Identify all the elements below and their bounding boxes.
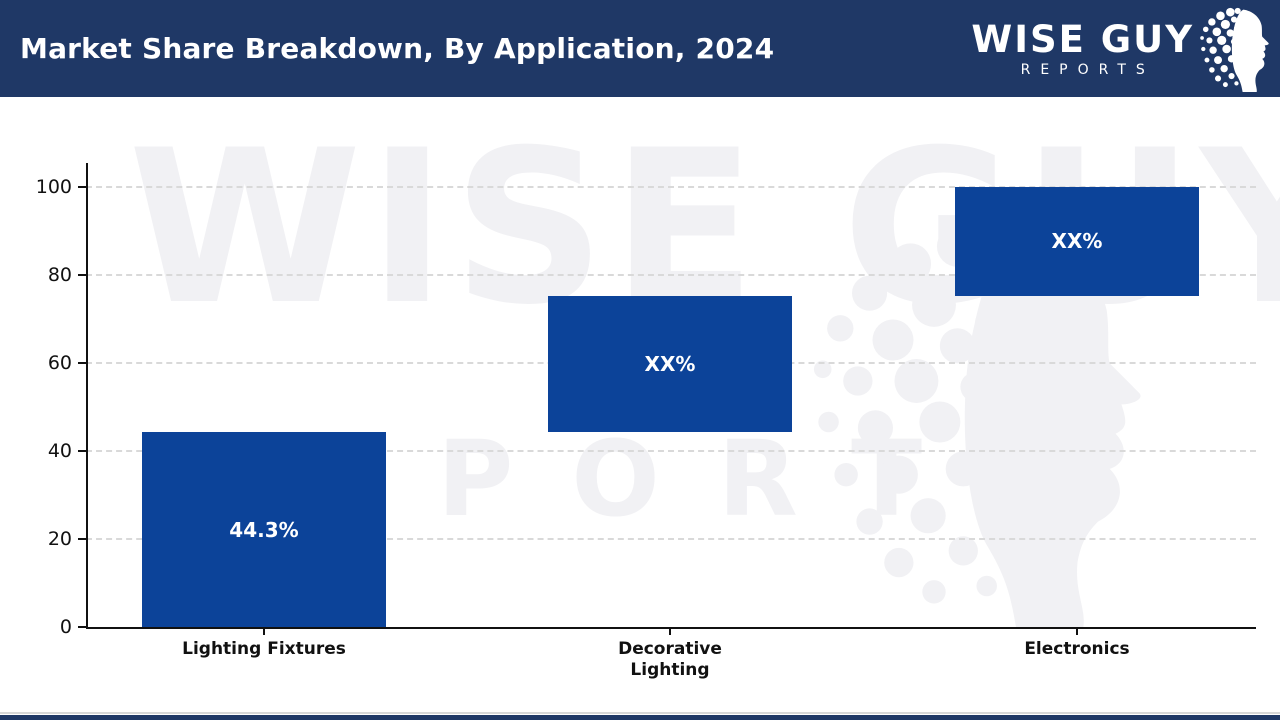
y-axis-tick-label: 60 [47,352,72,374]
bar-decorative-lighting [548,295,792,433]
logo-subtitle: REPORTS [1020,61,1155,78]
page-title: Market Share Breakdown, By Application, … [20,32,775,65]
x-axis-tick [263,629,265,635]
logo-text: WISE GUY REPORTS [971,21,1194,77]
gridline [86,186,1256,188]
gridline [86,450,1256,452]
y-axis-line [86,163,88,629]
y-axis-tick [78,274,86,276]
footer-bar [0,715,1280,720]
x-axis-category-label: Lighting Fixtures [182,639,346,659]
gridline [86,538,1256,540]
header: Market Share Breakdown, By Application, … [0,0,1280,97]
y-axis-tick-label: 40 [47,440,72,462]
y-axis-tick [78,362,86,364]
bar-electronics [955,187,1199,296]
bar-lighting-fixtures [142,432,386,627]
bar-value-label: XX% [644,351,696,376]
x-axis-line [86,627,1256,629]
bar-value-label: XX% [1051,229,1103,254]
footer-hairline [0,712,1280,714]
x-axis-category-label: Decorative Lighting [618,639,722,681]
y-axis-tick-label: 20 [47,528,72,550]
gridline [86,274,1256,276]
y-axis-tick [78,626,86,628]
x-axis-tick [669,629,671,635]
x-axis-tick [1076,629,1078,635]
y-axis-tick [78,450,86,452]
y-axis-tick [78,186,86,188]
dotted-face-icon [1200,7,1269,92]
wise-guy-reports-logo: WISE GUY REPORTS [971,0,1280,97]
y-axis-tick-label: 0 [59,616,72,638]
y-axis-tick-label: 80 [47,264,72,286]
logo-wordmark: WISE GUY [971,17,1194,61]
bar-value-label: 44.3% [229,517,299,542]
y-axis-tick-label: 100 [35,176,72,198]
y-axis-tick [78,538,86,540]
x-axis-category-label: Electronics [1024,639,1130,659]
